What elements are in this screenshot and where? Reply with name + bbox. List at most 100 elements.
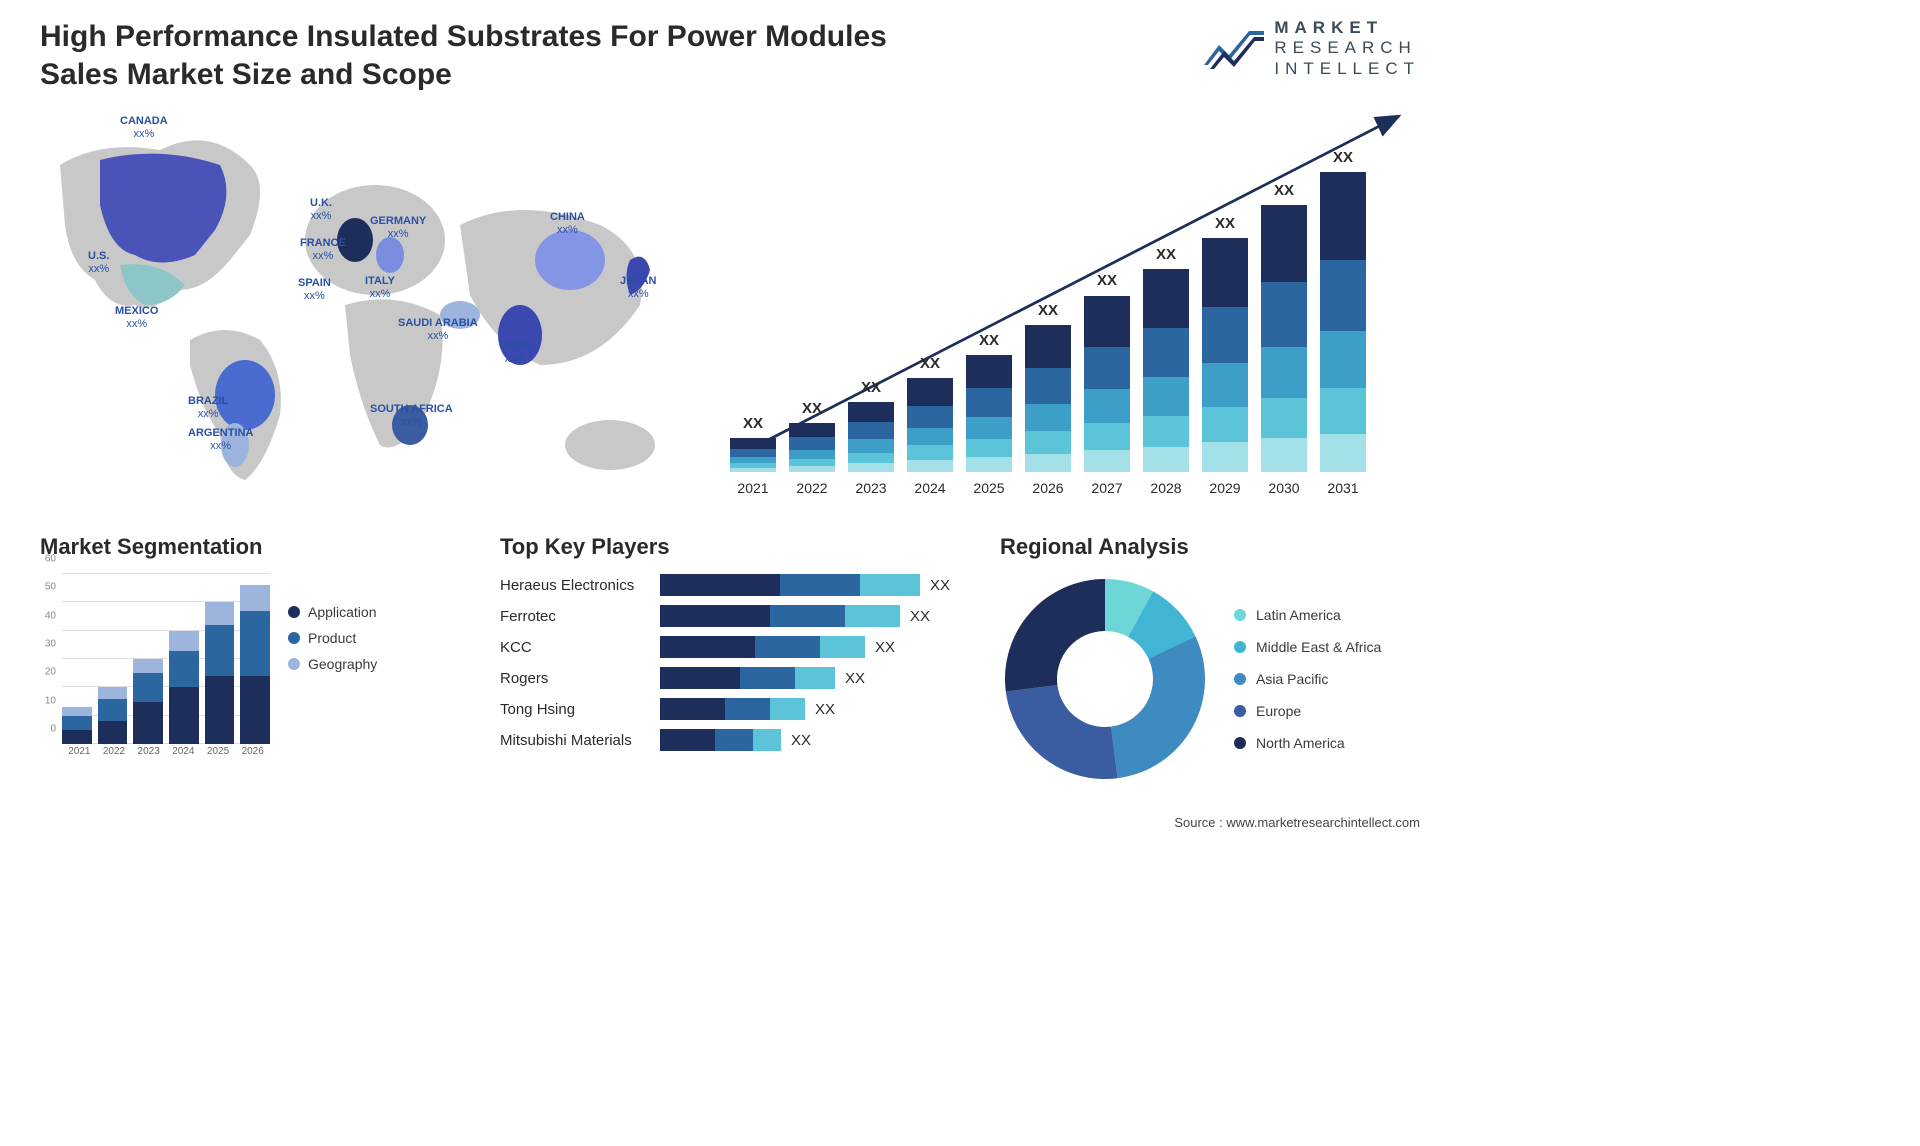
growth-bar — [966, 355, 1012, 472]
player-value: XX — [815, 701, 835, 718]
map-label: ARGENTINAxx% — [188, 427, 253, 453]
growth-bar-label: XX — [1084, 272, 1130, 289]
growth-year-label: 2027 — [1084, 480, 1130, 496]
regional-title: Regional Analysis — [1000, 534, 1420, 560]
seg-year-label: 2025 — [201, 746, 236, 764]
player-bar — [660, 574, 920, 596]
growth-bar — [1261, 205, 1307, 472]
growth-bar-label: XX — [789, 400, 835, 417]
legend-dot — [1234, 737, 1246, 749]
seg-ytick: 0 — [50, 724, 56, 735]
legend-label: Product — [308, 630, 356, 646]
player-row: Rogers XX — [500, 667, 950, 689]
players-title: Top Key Players — [500, 534, 950, 560]
legend-label: Middle East & Africa — [1256, 639, 1381, 655]
regional-legend-item: Latin America — [1234, 607, 1381, 623]
map-label: CANADAxx% — [120, 115, 168, 141]
player-row: Ferrotec XX — [500, 605, 950, 627]
legend-dot — [1234, 705, 1246, 717]
player-name: Mitsubishi Materials — [500, 732, 660, 749]
growth-bar-label: XX — [1261, 182, 1307, 199]
player-row: Tong HsingXX — [500, 698, 950, 720]
seg-legend-item: Geography — [288, 656, 377, 672]
page-title: High Performance Insulated Substrates Fo… — [40, 18, 940, 93]
regional-section: Regional Analysis Latin America Middle Ea… — [1000, 534, 1420, 784]
growth-year-label: 2025 — [966, 480, 1012, 496]
seg-bar — [169, 631, 199, 744]
seg-year-label: 2022 — [97, 746, 132, 764]
seg-year-label: 2026 — [235, 746, 270, 764]
regional-legend-item: North America — [1234, 735, 1381, 751]
logo-line2: RESEARCH — [1274, 38, 1420, 58]
player-value: XX — [930, 577, 950, 594]
legend-dot — [1234, 673, 1246, 685]
growth-year-label: 2029 — [1202, 480, 1248, 496]
map-svg — [40, 105, 690, 500]
growth-bar — [1025, 325, 1071, 472]
player-row: Heraeus Electronics XX — [500, 574, 950, 596]
growth-bar-label: XX — [1025, 302, 1071, 319]
growth-year-label: 2022 — [789, 480, 835, 496]
players-section: Top Key Players Heraeus ElectronicsXXFer… — [500, 534, 950, 784]
growth-bar-label: XX — [907, 355, 953, 372]
legend-dot — [288, 632, 300, 644]
seg-bar — [205, 602, 235, 744]
seg-bar — [98, 687, 128, 744]
map-label: JAPANxx% — [620, 275, 656, 301]
growth-bar — [907, 378, 953, 472]
player-name: Ferrotec — [500, 608, 660, 625]
player-name: Rogers — [500, 670, 660, 687]
seg-year-label: 2023 — [131, 746, 166, 764]
donut-slice — [1005, 579, 1105, 692]
player-value: XX — [910, 608, 930, 625]
player-bar — [660, 605, 900, 627]
seg-ytick: 10 — [45, 695, 56, 706]
map-label: GERMANYxx% — [370, 215, 426, 241]
player-name: Heraeus Electronics — [500, 577, 660, 594]
segmentation-chart: 0102030405060 202120222023202420252026 — [40, 574, 270, 764]
regional-legend-item: Asia Pacific — [1234, 671, 1381, 687]
growth-year-label: 2031 — [1320, 480, 1366, 496]
player-value: XX — [845, 670, 865, 687]
legend-label: North America — [1256, 735, 1345, 751]
growth-bar-label: XX — [1202, 215, 1248, 232]
growth-bar — [848, 402, 894, 472]
map-label: SOUTH AFRICAxx% — [370, 403, 453, 429]
logo-line1: MARKET — [1274, 18, 1420, 38]
regional-legend-item: Middle East & Africa — [1234, 639, 1381, 655]
seg-bar — [240, 585, 270, 744]
world-map: CANADAxx%U.S.xx%MEXICOxx%BRAZILxx%ARGENT… — [40, 105, 690, 500]
legend-dot — [288, 658, 300, 670]
source-text: Source : www.marketresearchintellect.com — [1174, 815, 1420, 830]
growth-bar — [1143, 269, 1189, 472]
segmentation-title: Market Segmentation — [40, 534, 450, 560]
growth-chart: XX2021XX2022XX2023XX2024XX2025XX2026XX20… — [720, 105, 1420, 500]
regional-legend-item: Europe — [1234, 703, 1381, 719]
player-value: XX — [791, 732, 811, 749]
legend-dot — [288, 606, 300, 618]
seg-bar — [62, 707, 92, 744]
player-name: KCC — [500, 639, 660, 656]
map-label: U.S.xx% — [88, 250, 109, 276]
growth-bar — [1084, 296, 1130, 472]
legend-label: Geography — [308, 656, 377, 672]
player-bar — [660, 667, 835, 689]
seg-ytick: 60 — [45, 554, 56, 565]
player-bar — [660, 698, 805, 720]
player-bar — [660, 636, 865, 658]
growth-year-label: 2021 — [730, 480, 776, 496]
legend-label: Latin America — [1256, 607, 1341, 623]
growth-year-label: 2026 — [1025, 480, 1071, 496]
growth-bar-label: XX — [1320, 149, 1366, 166]
seg-legend-item: Application — [288, 604, 377, 620]
growth-bar-label: XX — [848, 379, 894, 396]
map-label: INDIAxx% — [500, 340, 530, 366]
map-label: MEXICOxx% — [115, 305, 158, 331]
seg-ytick: 50 — [45, 582, 56, 593]
map-label: U.K.xx% — [310, 197, 332, 223]
player-row: KCCXX — [500, 636, 950, 658]
player-row: Mitsubishi Materials XX — [500, 729, 950, 751]
legend-label: Application — [308, 604, 377, 620]
seg-ytick: 40 — [45, 610, 56, 621]
growth-year-label: 2030 — [1261, 480, 1307, 496]
